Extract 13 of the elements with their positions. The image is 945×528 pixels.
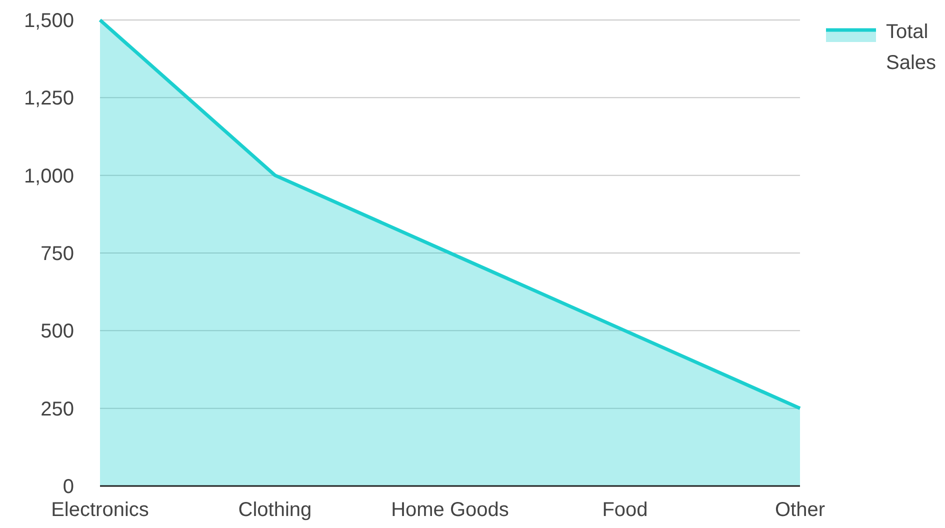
y-tick-label: 750 [40,243,74,265]
x-tick-label: Clothing [238,499,312,521]
y-tick-label: 1,500 [24,10,74,32]
y-tick-label: 1,250 [24,88,74,110]
x-tick-label: Food [602,499,648,521]
y-tick-label: 1,000 [24,165,74,188]
legend-label: Total Sales [886,21,936,74]
y-tick-label: 500 [40,320,74,343]
x-tick-label: Other [774,499,826,521]
x-tick-label: Home Goods [391,499,509,521]
y-tick-label: 250 [40,398,74,420]
y-tick-label: 0 [62,476,74,498]
x-tick-label: Electronics [51,499,149,521]
